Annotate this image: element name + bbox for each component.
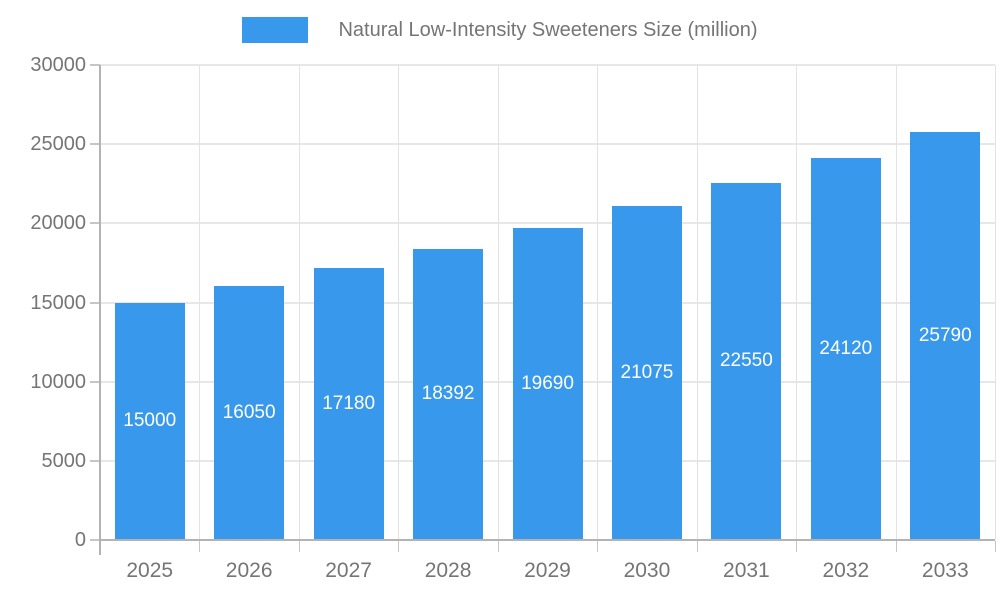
bar bbox=[114, 302, 185, 540]
y-axis-tick bbox=[90, 143, 100, 146]
y-axis-tick bbox=[90, 222, 100, 225]
x-axis-tick bbox=[995, 541, 996, 552]
bar bbox=[413, 248, 484, 540]
y-axis-tick-label: 5000 bbox=[41, 449, 87, 472]
y-axis-tick bbox=[90, 64, 100, 66]
y-gridline bbox=[100, 143, 995, 146]
y-axis-line bbox=[99, 65, 101, 555]
x-axis-line bbox=[99, 539, 995, 541]
x-axis-tick bbox=[199, 541, 201, 552]
legend-swatch bbox=[242, 17, 309, 43]
x-gridline bbox=[298, 65, 300, 540]
x-gridline bbox=[696, 65, 698, 540]
legend: Natural Low-Intensity Sweeteners Size (m… bbox=[0, 17, 1000, 43]
y-axis-tick bbox=[90, 380, 100, 383]
y-gridline bbox=[100, 222, 995, 225]
bar-value-label: 15000 bbox=[123, 410, 177, 432]
x-axis-tick-label: 2032 bbox=[822, 559, 870, 582]
bar bbox=[313, 267, 384, 540]
bar-value-label: 24120 bbox=[819, 338, 873, 360]
bar bbox=[512, 228, 583, 540]
y-axis-tick-label: 30000 bbox=[30, 54, 86, 76]
bar-value-label: 16050 bbox=[222, 401, 276, 423]
y-axis-tick bbox=[90, 301, 100, 304]
bar-value-label: 19690 bbox=[521, 373, 574, 395]
y-gridline bbox=[100, 64, 995, 66]
x-gridline bbox=[995, 65, 996, 540]
x-axis-tick-label: 2028 bbox=[424, 559, 472, 582]
x-axis-tick bbox=[895, 541, 897, 552]
bar bbox=[810, 158, 881, 540]
bar bbox=[214, 285, 285, 540]
x-axis-tick-label: 2027 bbox=[325, 559, 372, 582]
y-axis-tick-label: 0 bbox=[74, 529, 86, 551]
x-axis-tick bbox=[796, 541, 798, 552]
x-axis-tick bbox=[497, 541, 499, 552]
y-axis-tick-label: 10000 bbox=[30, 370, 86, 393]
x-gridline bbox=[497, 65, 499, 540]
bar-value-label: 21075 bbox=[620, 362, 674, 384]
bar bbox=[910, 131, 981, 540]
x-gridline bbox=[796, 65, 798, 540]
x-axis-tick bbox=[298, 541, 300, 552]
y-axis-tick-label: 25000 bbox=[30, 133, 86, 156]
y-axis-tick bbox=[90, 539, 100, 541]
x-gridline bbox=[398, 65, 400, 540]
x-axis-tick-label: 2029 bbox=[524, 559, 571, 582]
x-axis-tick-label: 2025 bbox=[126, 559, 174, 582]
y-axis-tick-label: 20000 bbox=[30, 212, 86, 235]
bar-value-label: 18392 bbox=[421, 383, 475, 405]
bar-value-label: 25790 bbox=[918, 324, 972, 346]
x-axis-tick bbox=[696, 541, 698, 552]
x-axis-tick bbox=[398, 541, 400, 552]
x-axis-tick-label: 2030 bbox=[623, 559, 671, 582]
x-gridline bbox=[597, 65, 599, 540]
legend-label: Natural Low-Intensity Sweeteners Size (m… bbox=[338, 18, 758, 41]
x-gridline bbox=[199, 65, 201, 540]
x-axis-tick-label: 2031 bbox=[723, 559, 770, 582]
bar-value-label: 22550 bbox=[719, 350, 773, 372]
x-axis-tick bbox=[597, 541, 599, 552]
y-axis-tick bbox=[90, 459, 100, 462]
x-axis-tick-label: 2026 bbox=[225, 559, 273, 582]
y-axis-tick-label: 15000 bbox=[30, 291, 86, 314]
bar-value-label: 17180 bbox=[322, 392, 376, 414]
bar bbox=[611, 206, 682, 540]
x-gridline bbox=[895, 65, 897, 540]
x-axis-tick-label: 2033 bbox=[921, 559, 969, 582]
bar bbox=[711, 182, 782, 540]
